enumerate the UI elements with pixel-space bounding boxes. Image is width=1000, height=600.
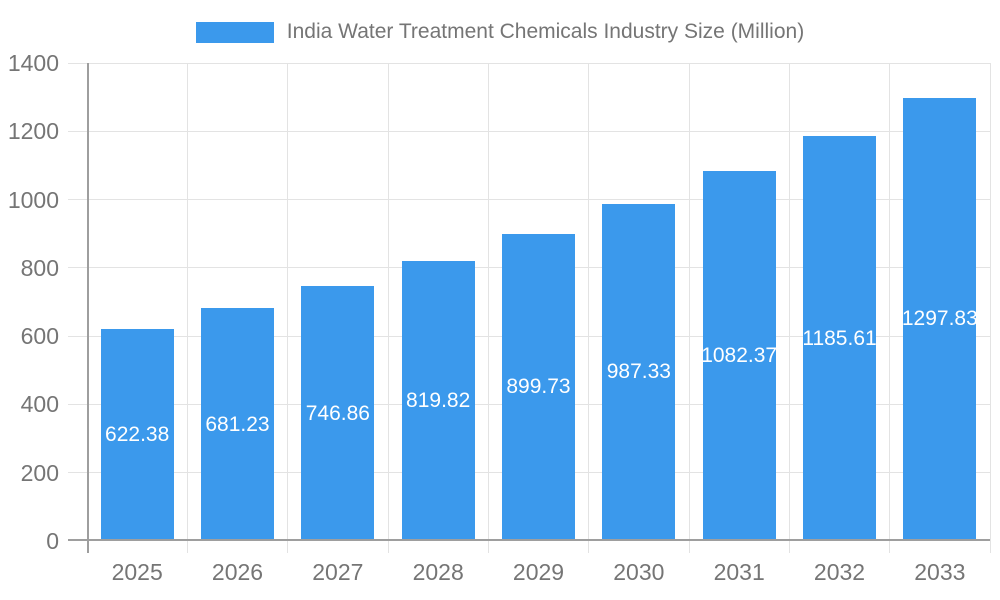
y-tick-label: 400 [20, 391, 59, 418]
x-tick-label: 2031 [713, 559, 765, 585]
vertical-gridline [688, 63, 690, 553]
x-axis-line [68, 539, 990, 541]
y-tick-label: 0 [46, 528, 59, 554]
bar [100, 328, 174, 539]
y-gridline [68, 130, 990, 132]
vertical-gridline [588, 63, 590, 553]
bar-value-label: 1082.37 [701, 344, 778, 368]
vertical-gridline [889, 63, 891, 553]
y-tick-label: 1000 [7, 186, 59, 213]
legend-swatch [195, 21, 274, 43]
plot-area: 0 200 400 600 800 1000 1200 1400 622.38 2025 681.2… [8, 50, 991, 585]
vertical-gridline [387, 63, 389, 553]
x-tick-label: 2027 [312, 559, 364, 585]
vertical-gridline [487, 63, 489, 553]
y-tick-label: 1200 [7, 118, 59, 145]
bar [301, 286, 375, 539]
bar [401, 261, 475, 539]
y-tick-label: 1400 [7, 50, 59, 76]
x-tick-label: 2032 [813, 559, 866, 585]
vertical-gridline [989, 63, 991, 553]
vertical-gridline [788, 63, 790, 553]
bar-value-label: 899.73 [506, 375, 571, 399]
legend-label: India Water Treatment Chemicals Industry… [286, 20, 805, 43]
y-tick-label: 200 [20, 459, 59, 486]
bar-value-label: 622.38 [105, 422, 170, 446]
vertical-gridline [287, 63, 289, 553]
y-tick-label: 800 [20, 254, 59, 281]
x-tick-label: 2030 [613, 559, 665, 585]
bar-value-label: 746.86 [305, 401, 370, 425]
x-tick-label: 2025 [111, 559, 163, 585]
y-gridline [68, 199, 990, 201]
x-tick-label: 2026 [211, 559, 264, 585]
bar [201, 308, 274, 539]
bar-value-label: 987.33 [606, 360, 671, 384]
bar [803, 136, 876, 539]
y-tick-label: 600 [20, 323, 59, 350]
vertical-gridline [186, 63, 188, 553]
bar [702, 171, 776, 539]
bar [903, 97, 977, 539]
bar-value-label: 1185.61 [802, 326, 877, 350]
x-tick-label: 2028 [412, 559, 464, 585]
y-axis-line [87, 63, 89, 553]
bar-value-label: 1297.83 [901, 307, 978, 331]
bar-value-label: 681.23 [205, 412, 270, 436]
bar-value-label: 819.82 [406, 389, 471, 413]
y-gridline [68, 62, 990, 64]
x-tick-label: 2029 [512, 559, 565, 585]
bar [602, 203, 676, 539]
chart-legend: India Water Treatment Chemicals Industry… [0, 20, 1000, 44]
x-tick-label: 2033 [914, 559, 966, 585]
bar [502, 233, 575, 539]
